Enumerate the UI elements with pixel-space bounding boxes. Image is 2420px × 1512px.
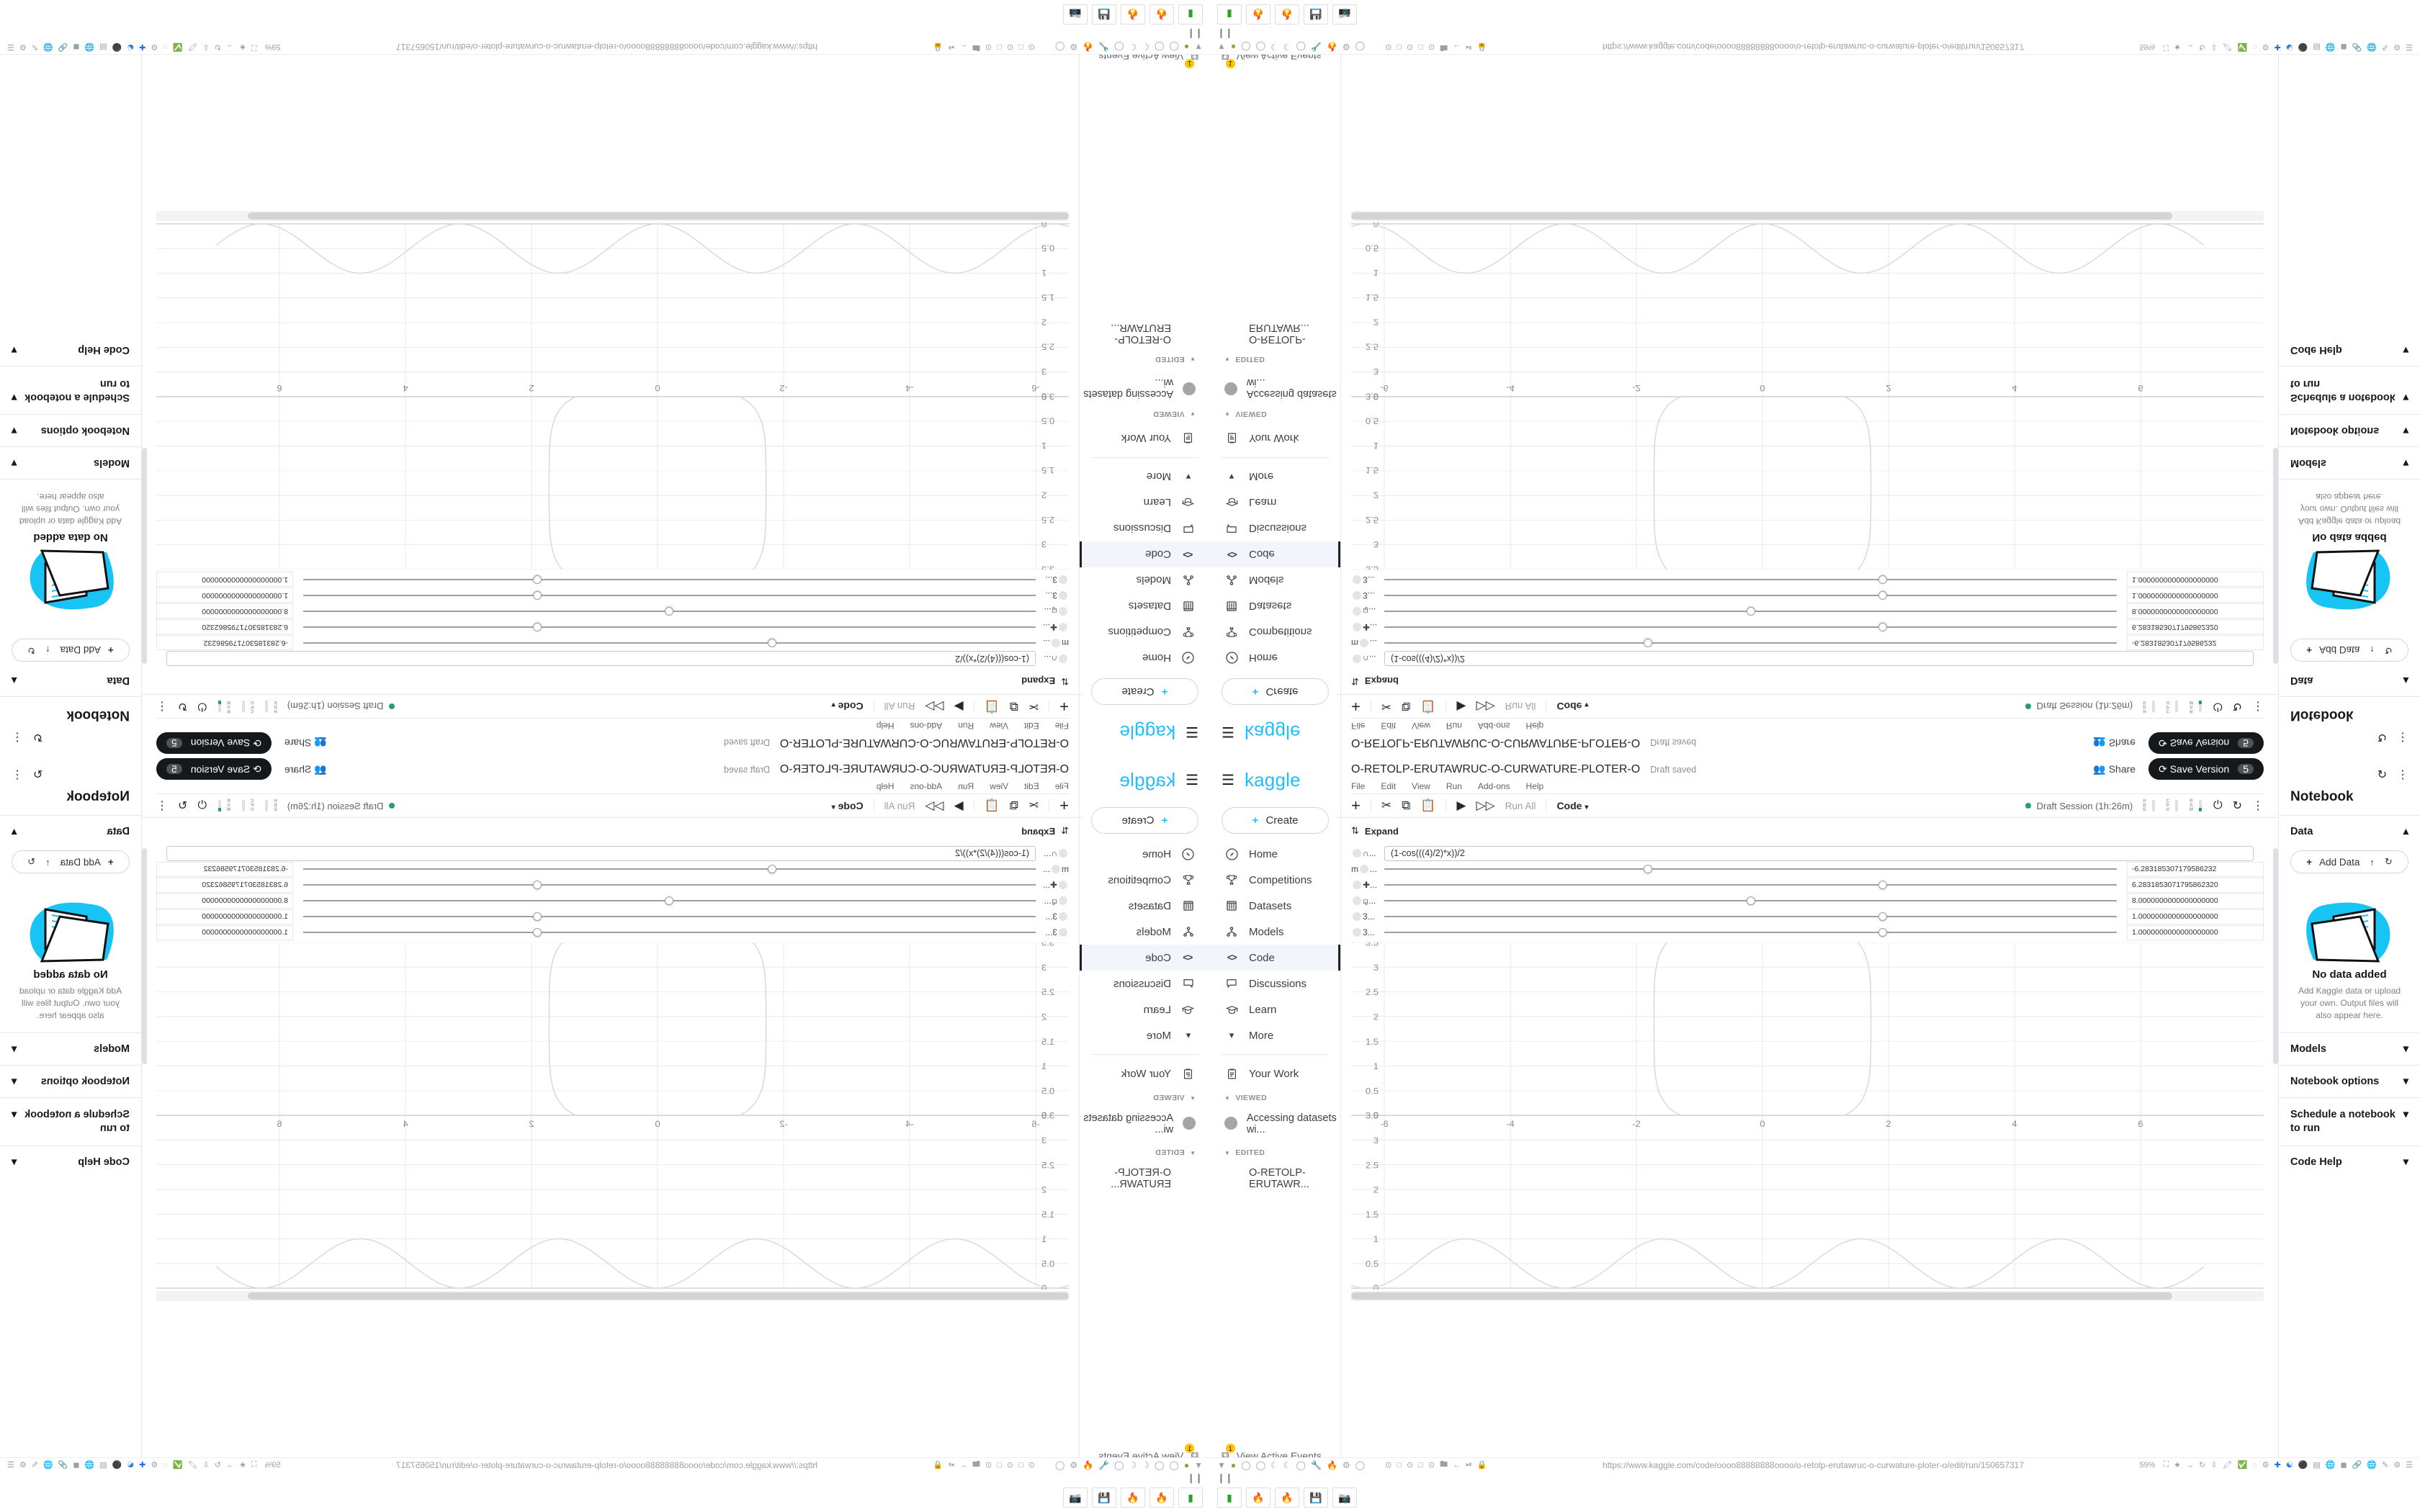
svg-text:2: 2 [1373, 1012, 1379, 1022]
svg-text:0: 0 [1760, 383, 1765, 392]
svg-text:3.5: 3.5 [1366, 1111, 1379, 1120]
svg-text:1.5: 1.5 [1041, 1037, 1054, 1046]
svg-text:3: 3 [1373, 539, 1379, 549]
svg-text:4: 4 [403, 383, 408, 392]
svg-text:-2: -2 [1632, 383, 1641, 392]
svg-text:3.5: 3.5 [1041, 564, 1054, 570]
svg-text:0.5: 0.5 [1366, 1086, 1379, 1096]
svg-text:1: 1 [1373, 1235, 1379, 1244]
svg-text:2: 2 [1041, 318, 1047, 327]
svg-text:2.5: 2.5 [1366, 342, 1379, 351]
svg-text:1.5: 1.5 [1041, 465, 1054, 474]
svg-text:0.5: 0.5 [1366, 243, 1379, 253]
svg-text:1: 1 [1041, 268, 1047, 277]
svg-text:4: 4 [2012, 1119, 2017, 1128]
svg-text:0: 0 [1760, 1119, 1765, 1128]
svg-text:3.5: 3.5 [1041, 942, 1054, 948]
svg-text:2.5: 2.5 [1366, 515, 1379, 524]
svg-text:2.5: 2.5 [1041, 1161, 1054, 1170]
svg-text:3: 3 [1041, 1135, 1047, 1145]
svg-text:2: 2 [529, 1119, 534, 1128]
svg-text:1.5: 1.5 [1041, 292, 1054, 302]
svg-text:2: 2 [1041, 490, 1047, 500]
svg-text:2: 2 [1373, 490, 1379, 500]
svg-text:2.5: 2.5 [1366, 988, 1379, 997]
svg-text:1: 1 [1041, 1235, 1047, 1244]
svg-text:-6: -6 [1380, 1119, 1389, 1128]
svg-text:4: 4 [2012, 383, 2017, 392]
svg-text:6: 6 [277, 1119, 282, 1128]
svg-text:6: 6 [277, 383, 282, 392]
svg-text:2.5: 2.5 [1366, 1161, 1379, 1170]
svg-text:3.5: 3.5 [1366, 391, 1379, 400]
svg-text:1.5: 1.5 [1041, 1210, 1054, 1219]
svg-text:-2: -2 [779, 383, 788, 392]
svg-text:1: 1 [1041, 1062, 1047, 1071]
svg-text:1.5: 1.5 [1366, 292, 1379, 302]
svg-text:-6: -6 [1031, 1119, 1040, 1128]
svg-text:-4: -4 [905, 383, 914, 392]
svg-text:0.5: 0.5 [1041, 1259, 1054, 1269]
svg-text:1: 1 [1373, 441, 1379, 450]
svg-text:-6: -6 [1380, 383, 1389, 392]
svg-text:2.5: 2.5 [1041, 515, 1054, 524]
svg-text:1: 1 [1041, 441, 1047, 450]
svg-text:-2: -2 [779, 1119, 788, 1128]
svg-text:3: 3 [1373, 963, 1379, 972]
svg-text:2.5: 2.5 [1041, 342, 1054, 351]
svg-text:3: 3 [1041, 539, 1047, 549]
svg-text:-4: -4 [1506, 383, 1515, 392]
svg-text:3: 3 [1373, 366, 1379, 376]
svg-text:2: 2 [1041, 1185, 1047, 1194]
svg-text:2: 2 [1886, 383, 1891, 392]
svg-text:4: 4 [403, 1119, 408, 1128]
svg-text:2: 2 [1373, 318, 1379, 327]
svg-text:1: 1 [1373, 268, 1379, 277]
svg-text:-6: -6 [1031, 383, 1040, 392]
svg-text:2.5: 2.5 [1041, 988, 1054, 997]
svg-text:1.5: 1.5 [1366, 1210, 1379, 1219]
svg-text:0: 0 [655, 1119, 660, 1128]
svg-text:0.5: 0.5 [1041, 416, 1054, 426]
svg-text:3: 3 [1041, 366, 1047, 376]
svg-text:3.5: 3.5 [1366, 564, 1379, 570]
svg-text:0.5: 0.5 [1366, 1259, 1379, 1269]
svg-text:3.5: 3.5 [1041, 391, 1054, 400]
svg-text:1.5: 1.5 [1366, 465, 1379, 474]
svg-text:2: 2 [1886, 1119, 1891, 1128]
svg-text:2: 2 [1373, 1185, 1379, 1194]
svg-text:-2: -2 [1632, 1119, 1641, 1128]
svg-text:-4: -4 [905, 1119, 914, 1128]
svg-text:0.5: 0.5 [1041, 1086, 1054, 1096]
svg-text:6: 6 [2138, 383, 2143, 392]
svg-text:3: 3 [1373, 1135, 1379, 1145]
svg-text:6: 6 [2138, 1119, 2143, 1128]
svg-text:1.5: 1.5 [1366, 1037, 1379, 1046]
svg-text:3.5: 3.5 [1366, 942, 1379, 948]
svg-text:-4: -4 [1506, 1119, 1515, 1128]
svg-text:0.5: 0.5 [1366, 416, 1379, 426]
svg-text:0: 0 [655, 383, 660, 392]
svg-text:0.5: 0.5 [1041, 243, 1054, 253]
svg-text:1: 1 [1373, 1062, 1379, 1071]
svg-text:3: 3 [1041, 963, 1047, 972]
svg-text:2: 2 [529, 383, 534, 392]
svg-text:2: 2 [1041, 1012, 1047, 1022]
svg-text:3.5: 3.5 [1041, 1111, 1054, 1120]
